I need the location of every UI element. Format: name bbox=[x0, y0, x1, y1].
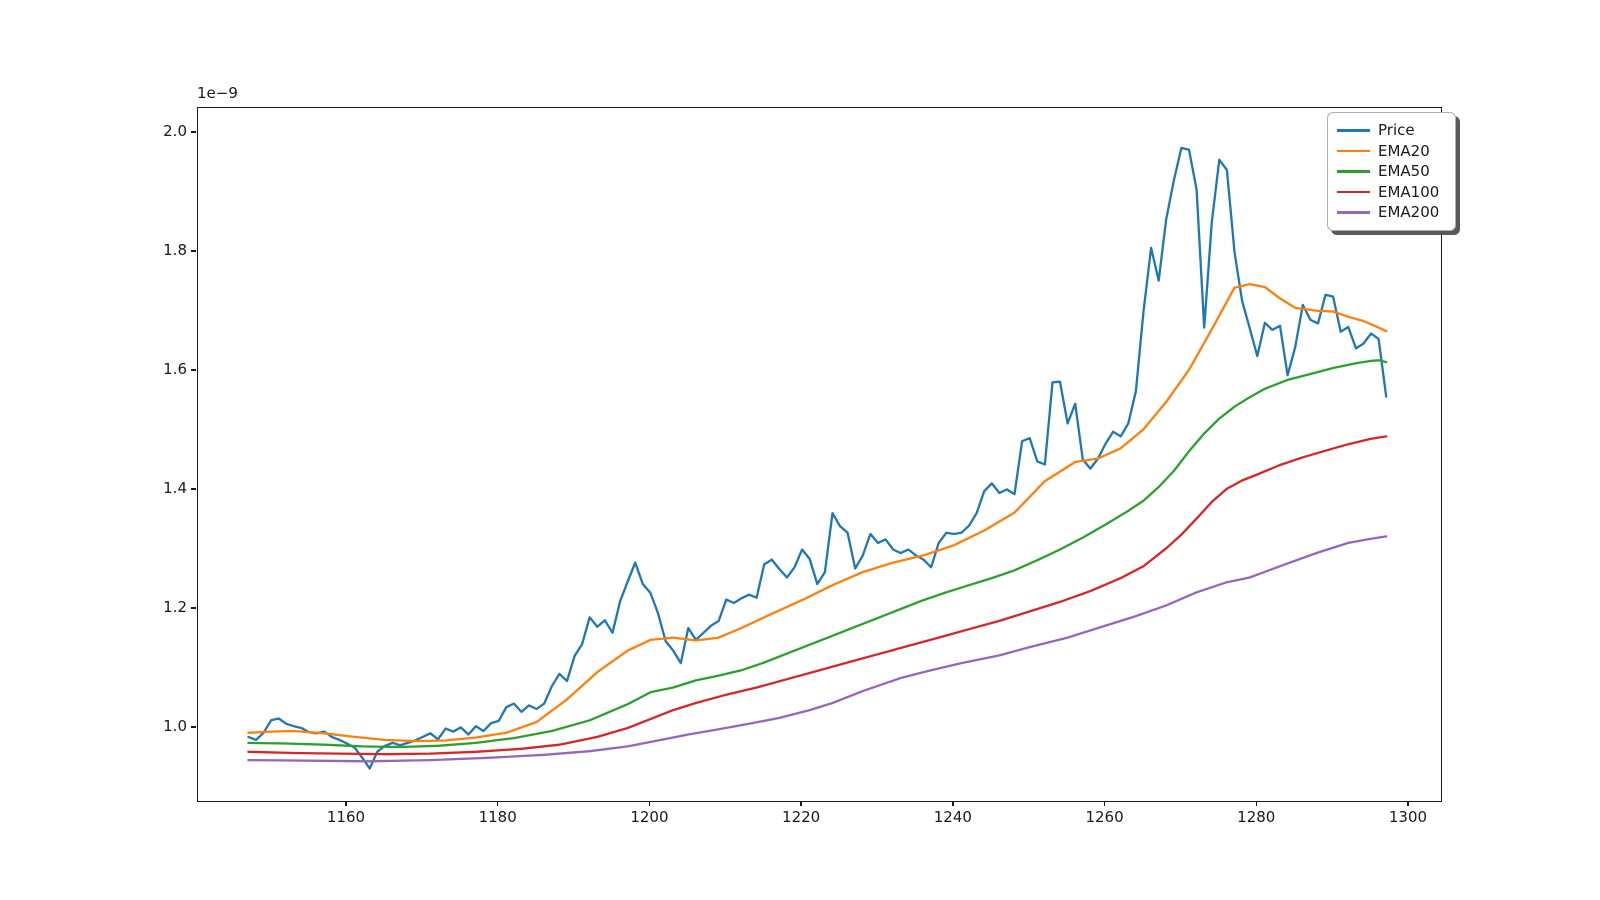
series-line-price bbox=[247, 146, 1388, 770]
legend-item-ema200: EMA200 bbox=[1337, 202, 1445, 223]
x-tick-label: 1240 bbox=[933, 808, 972, 826]
legend-line-swatch bbox=[1337, 129, 1370, 132]
series-line-ema50 bbox=[247, 359, 1388, 749]
y-tick-mark bbox=[191, 607, 196, 609]
y-tick-label: 1.2 bbox=[163, 597, 187, 616]
legend-line-swatch bbox=[1337, 149, 1370, 152]
y-tick-label: 2.0 bbox=[163, 121, 187, 140]
legend-line-swatch bbox=[1337, 190, 1370, 193]
plot-area bbox=[197, 107, 1442, 802]
series-line-ema20 bbox=[247, 282, 1388, 743]
legend-label: Price bbox=[1378, 121, 1415, 140]
y-tick-mark bbox=[191, 488, 196, 490]
x-tick-label: 1180 bbox=[478, 808, 517, 826]
x-tick-mark bbox=[800, 801, 802, 806]
x-tick-mark bbox=[1255, 801, 1258, 806]
legend-item-ema20: EMA20 bbox=[1337, 141, 1445, 162]
y-tick-label: 1.6 bbox=[163, 359, 187, 378]
line-chart bbox=[247, 146, 1388, 770]
x-tick-label: 1280 bbox=[1237, 808, 1276, 826]
legend-item-ema50: EMA50 bbox=[1337, 161, 1445, 182]
x-tick-mark bbox=[496, 801, 499, 806]
legend-label: EMA100 bbox=[1378, 182, 1440, 201]
legend-item-ema100: EMA100 bbox=[1337, 182, 1445, 203]
x-tick-label: 1220 bbox=[782, 808, 821, 826]
x-tick-mark bbox=[648, 801, 651, 806]
legend-label: EMA50 bbox=[1378, 162, 1430, 181]
y-tick-label: 1.8 bbox=[163, 240, 187, 259]
y-tick-mark bbox=[191, 369, 196, 371]
legend-label: EMA200 bbox=[1378, 203, 1440, 222]
x-tick-mark bbox=[1103, 801, 1106, 806]
series-line-ema200 bbox=[247, 535, 1388, 763]
x-tick-label: 1160 bbox=[326, 808, 366, 826]
legend-label: EMA20 bbox=[1378, 141, 1430, 160]
legend: Price EMA20 EMA50 EMA100 EMA200 bbox=[1327, 112, 1456, 231]
y-tick-mark bbox=[191, 726, 196, 728]
x-tick-mark bbox=[1407, 801, 1409, 806]
x-tick-label: 1200 bbox=[630, 808, 669, 826]
legend-line-swatch bbox=[1337, 211, 1370, 214]
legend-item-price: Price bbox=[1337, 120, 1445, 141]
y-tick-mark bbox=[191, 250, 196, 252]
y-tick-label: 1.4 bbox=[163, 478, 187, 497]
x-tick-mark bbox=[952, 801, 954, 806]
y-tick-label: 1.0 bbox=[163, 716, 187, 735]
x-tick-label: 1300 bbox=[1388, 808, 1428, 826]
x-tick-mark bbox=[345, 801, 347, 806]
y-tick-mark bbox=[191, 131, 196, 133]
series-line-ema100 bbox=[247, 435, 1388, 756]
y-axis-offset-label: 1e−9 bbox=[197, 84, 238, 102]
legend-line-swatch bbox=[1337, 170, 1370, 173]
x-tick-label: 1260 bbox=[1085, 808, 1124, 826]
